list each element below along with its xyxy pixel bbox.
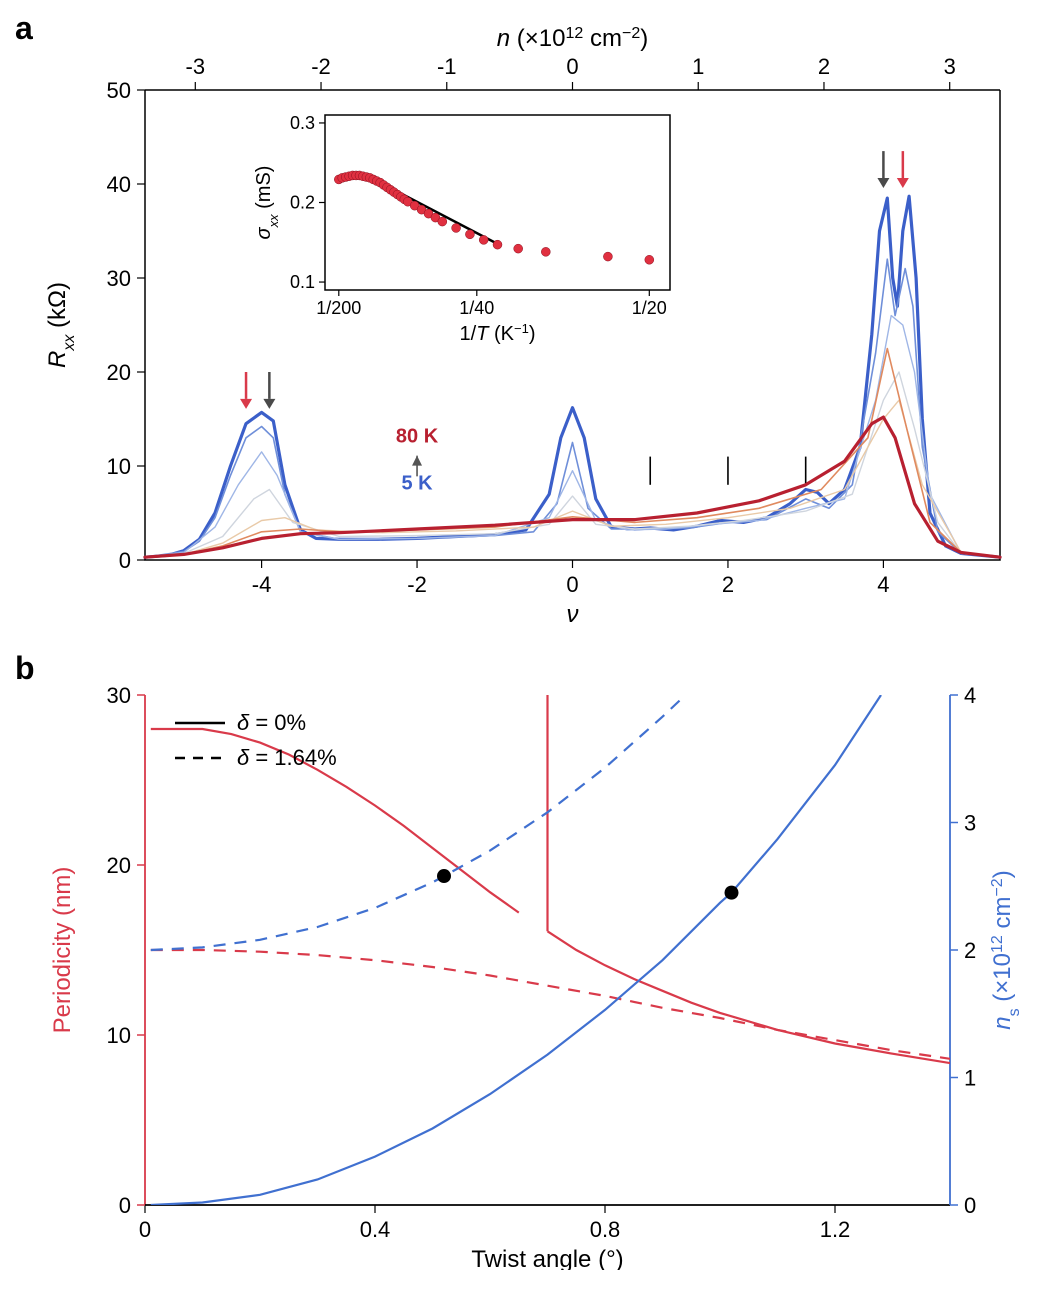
svg-text:σxx (mS): σxx (mS) — [253, 166, 281, 240]
svg-text:30: 30 — [107, 266, 131, 291]
svg-text:10: 10 — [107, 1023, 131, 1048]
svg-text:δ = 1.64%: δ = 1.64% — [237, 745, 337, 770]
svg-text:50: 50 — [107, 78, 131, 103]
svg-text:1: 1 — [964, 1066, 976, 1091]
svg-text:40: 40 — [107, 172, 131, 197]
svg-text:1/20: 1/20 — [632, 298, 667, 318]
svg-text:0.8: 0.8 — [590, 1217, 621, 1242]
svg-text:-3: -3 — [186, 54, 206, 79]
svg-text:80 K: 80 K — [396, 426, 439, 448]
svg-text:30: 30 — [107, 683, 131, 708]
panel-a-label: a — [15, 10, 33, 47]
figure-container-b: 0 0.4 0.8 1.2 0 10 20 30 0 1 2 3 4 Twist angle (°) Per… — [20, 655, 1028, 1275]
panel-a-chart: -4-202401020304050-3-2-10123νn (×1012 cm… — [20, 20, 1028, 640]
figure-container: -4-202401020304050-3-2-10123νn (×1012 cm… — [20, 20, 1028, 645]
svg-text:0.2: 0.2 — [290, 193, 315, 213]
svg-text:4: 4 — [877, 572, 889, 597]
svg-text:0.1: 0.1 — [290, 272, 315, 292]
svg-text:2: 2 — [964, 938, 976, 963]
svg-text:1.2: 1.2 — [820, 1217, 851, 1242]
svg-text:-2: -2 — [407, 572, 427, 597]
svg-text:3: 3 — [944, 54, 956, 79]
svg-text:3: 3 — [964, 811, 976, 836]
svg-text:n (×1012 cm−2): n (×1012 cm−2) — [497, 25, 648, 53]
svg-text:-1: -1 — [437, 54, 457, 79]
svg-text:Rxx (kΩ): Rxx (kΩ) — [44, 282, 78, 368]
svg-text:2: 2 — [722, 572, 734, 597]
panel-b-chart: 0 0.4 0.8 1.2 0 10 20 30 0 1 2 3 4 Twist angle (°) Per… — [20, 655, 1028, 1270]
svg-text:Periodicity (nm): Periodicity (nm) — [49, 867, 76, 1034]
svg-text:0: 0 — [119, 548, 131, 573]
svg-text:Twist angle (°): Twist angle (°) — [471, 1246, 623, 1270]
svg-text:0.4: 0.4 — [360, 1217, 391, 1242]
svg-text:0: 0 — [139, 1217, 151, 1242]
panel-b-label: b — [15, 650, 35, 687]
svg-text:0: 0 — [119, 1193, 131, 1218]
svg-text:2: 2 — [818, 54, 830, 79]
svg-text:1: 1 — [692, 54, 704, 79]
svg-text:0: 0 — [964, 1193, 976, 1218]
svg-text:20: 20 — [107, 360, 131, 385]
svg-text:1/200: 1/200 — [316, 298, 361, 318]
svg-text:ns (×1012 cm−2): ns (×1012 cm−2) — [989, 870, 1023, 1029]
svg-text:4: 4 — [964, 683, 976, 708]
svg-text:ν: ν — [567, 601, 579, 628]
svg-text:20: 20 — [107, 853, 131, 878]
svg-text:δ = 0%: δ = 0% — [237, 710, 306, 735]
svg-text:0: 0 — [566, 54, 578, 79]
svg-text:1/T (K−1): 1/T (K−1) — [460, 321, 536, 346]
svg-text:10: 10 — [107, 454, 131, 479]
svg-text:0.3: 0.3 — [290, 113, 315, 133]
svg-text:0: 0 — [566, 572, 578, 597]
svg-text:-2: -2 — [311, 54, 331, 79]
svg-text:1/40: 1/40 — [459, 298, 494, 318]
svg-text:-4: -4 — [252, 572, 272, 597]
